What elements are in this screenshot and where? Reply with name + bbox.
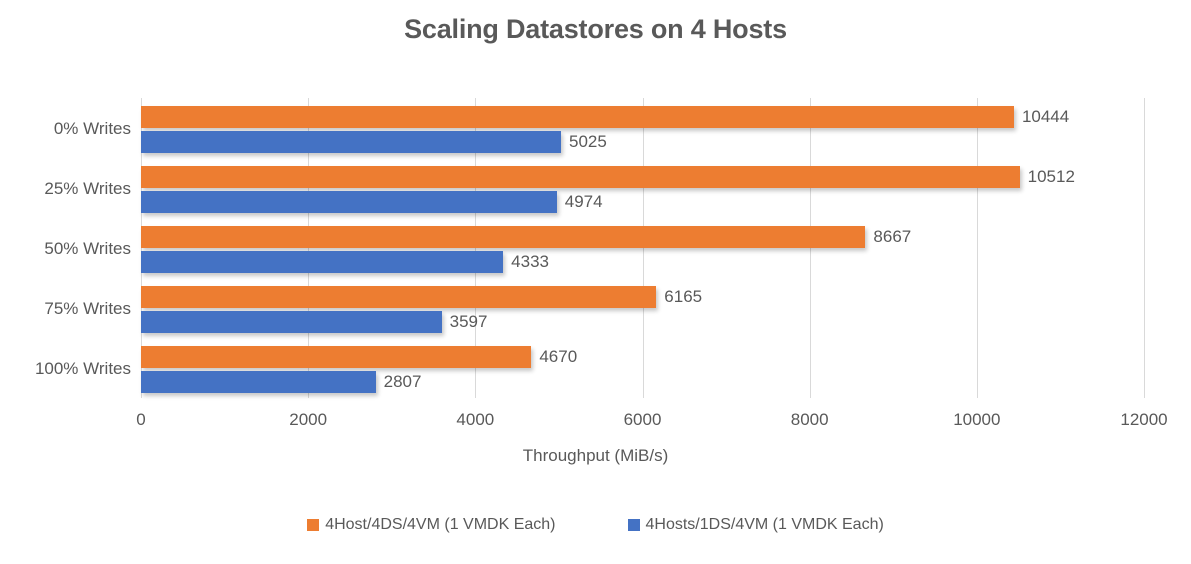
plot-area: 10444 5025 10512 4974 8667 4333 6165 3597 4670 28…: [141, 98, 1145, 398]
bar-group: 10512 4974: [141, 164, 1144, 224]
x-axis-tick-2000: 2000: [289, 410, 328, 429]
y-axis-label-0-writes: 0% Writes: [53, 119, 131, 138]
y-axis-category-labels: 0% Writes 25% Writes 50% Writes 75% Writes 1…: [0, 98, 131, 398]
legend-label: 4Hosts/1DS/4VM (1 VMDK Each): [645, 516, 884, 533]
legend-swatch-icon: [627, 519, 640, 531]
bar-value-label: 4670: [539, 347, 578, 366]
legend-entry-series-0[interactable]: 4Host/4DS/4VM (1 VMDK Each): [307, 516, 556, 534]
bar-25-writes-series-0[interactable]: [141, 166, 1020, 188]
bar-100-writes-series-0[interactable]: [141, 346, 532, 368]
chart-title: Scaling Datastores on 4 Hosts: [404, 14, 787, 44]
bar-value-label: 3597: [449, 312, 488, 331]
y-axis-label-50-writes: 50% Writes: [44, 239, 131, 258]
x-axis-tick-labels: 0 2000 4000 6000 8000 10000 12000: [136, 410, 1167, 434]
bar-value-label: 5025: [569, 132, 607, 151]
bar-0-writes-series-0[interactable]: [141, 106, 1014, 128]
bar-50-writes-series-0[interactable]: [141, 226, 866, 248]
gridline: [809, 98, 811, 398]
x-axis-tick-0: 0: [136, 410, 146, 429]
bars-layer: 10444 5025 10512 4974 8667 4333 6165 3597 4670 28…: [141, 98, 1144, 398]
gridline: [308, 98, 310, 398]
legend-label: 4Host/4DS/4VM (1 VMDK Each): [325, 516, 556, 533]
gridline: [475, 98, 477, 398]
x-axis-tick-8000: 8000: [790, 410, 829, 429]
bar-75-writes-series-1[interactable]: [141, 311, 442, 333]
gridline: [141, 98, 142, 398]
gridline: [976, 98, 978, 398]
bar-75-writes-series-0[interactable]: [141, 286, 657, 308]
gridlines: [141, 98, 1145, 398]
bar-value-label: 10444: [1021, 107, 1070, 126]
y-axis-label-25-writes: 25% Writes: [44, 179, 131, 198]
bar-value-label: 10512: [1027, 167, 1075, 186]
legend-entry-series-1[interactable]: 4Hosts/1DS/4VM (1 VMDK Each): [627, 516, 884, 534]
bar-group: 6165 3597: [141, 284, 1144, 344]
bar-25-writes-series-1[interactable]: [141, 191, 557, 213]
bar-value-label: 6165: [664, 287, 703, 306]
gridline: [642, 98, 644, 398]
bar-value-label: 2807: [383, 372, 422, 391]
bar-value-label: 8667: [873, 227, 912, 246]
bar-0-writes-series-1[interactable]: [141, 131, 561, 153]
bar-group: 4670 2807: [141, 344, 1144, 404]
bar-value-label: 4974: [564, 192, 603, 211]
y-axis-label-75-writes: 75% Writes: [44, 299, 131, 318]
bar-group: 10444 5025: [141, 104, 1144, 164]
x-axis-tick-12000: 12000: [1120, 410, 1168, 429]
bar-100-writes-series-1[interactable]: [141, 371, 376, 393]
x-axis-tick-4000: 4000: [456, 410, 495, 429]
legend-swatch-icon: [307, 519, 320, 531]
x-axis-tick-10000: 10000: [953, 410, 1001, 429]
x-axis-title: Throughput (MiB/s): [522, 446, 669, 465]
x-axis-tick-6000: 6000: [623, 410, 662, 429]
bar-group: 8667 4333: [141, 224, 1144, 284]
bar-50-writes-series-1[interactable]: [141, 251, 504, 273]
chart-legend: 4Host/4DS/4VM (1 VMDK Each) 4Hosts/1DS/4V…: [0, 516, 1191, 534]
gridline: [1144, 98, 1145, 398]
bar-value-label: 4333: [511, 252, 549, 271]
y-axis-label-100-writes: 100% Writes: [34, 359, 131, 378]
